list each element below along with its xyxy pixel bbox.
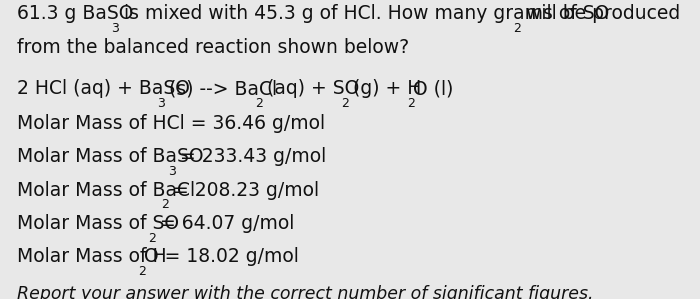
Text: 61.3 g BaSO: 61.3 g BaSO <box>18 4 134 23</box>
Text: is mixed with 45.3 g of HCl. How many grams of SO: is mixed with 45.3 g of HCl. How many gr… <box>118 4 609 23</box>
Text: 2: 2 <box>341 97 349 110</box>
Text: O = 18.02 g/mol: O = 18.02 g/mol <box>144 248 300 266</box>
Text: 2: 2 <box>407 97 415 110</box>
Text: 2: 2 <box>161 198 169 211</box>
Text: 3: 3 <box>157 97 164 110</box>
Text: Molar Mass of BaCl: Molar Mass of BaCl <box>18 181 195 200</box>
Text: from the balanced reaction shown below?: from the balanced reaction shown below? <box>18 38 409 57</box>
Text: (aq) + SO: (aq) + SO <box>262 80 360 98</box>
Text: 2: 2 <box>138 265 146 278</box>
Text: Molar Mass of SO: Molar Mass of SO <box>18 214 179 233</box>
Text: Report your answer with the correct number of significant figures.: Report your answer with the correct numb… <box>18 285 594 299</box>
Text: Molar Mass of BaSO: Molar Mass of BaSO <box>18 147 204 167</box>
Text: 3: 3 <box>111 22 119 35</box>
Text: 2: 2 <box>514 22 522 35</box>
Text: = 64.07 g/mol: = 64.07 g/mol <box>155 214 295 233</box>
Text: O (l): O (l) <box>413 80 454 98</box>
Text: Molar Mass of H: Molar Mass of H <box>18 248 167 266</box>
Text: 2: 2 <box>255 97 263 110</box>
Text: (s) --> BaCl: (s) --> BaCl <box>163 80 277 98</box>
Text: (g) + H: (g) + H <box>347 80 421 98</box>
Text: will be produced: will be produced <box>520 4 680 23</box>
Text: = 233.43 g/mol: = 233.43 g/mol <box>174 147 326 167</box>
Text: = 208.23 g/mol: = 208.23 g/mol <box>167 181 319 200</box>
Text: Molar Mass of HCl = 36.46 g/mol: Molar Mass of HCl = 36.46 g/mol <box>18 114 326 133</box>
Text: 2: 2 <box>148 232 156 245</box>
Text: 3: 3 <box>168 165 176 178</box>
Text: 2 HCl (aq) + BaSO: 2 HCl (aq) + BaSO <box>18 80 190 98</box>
